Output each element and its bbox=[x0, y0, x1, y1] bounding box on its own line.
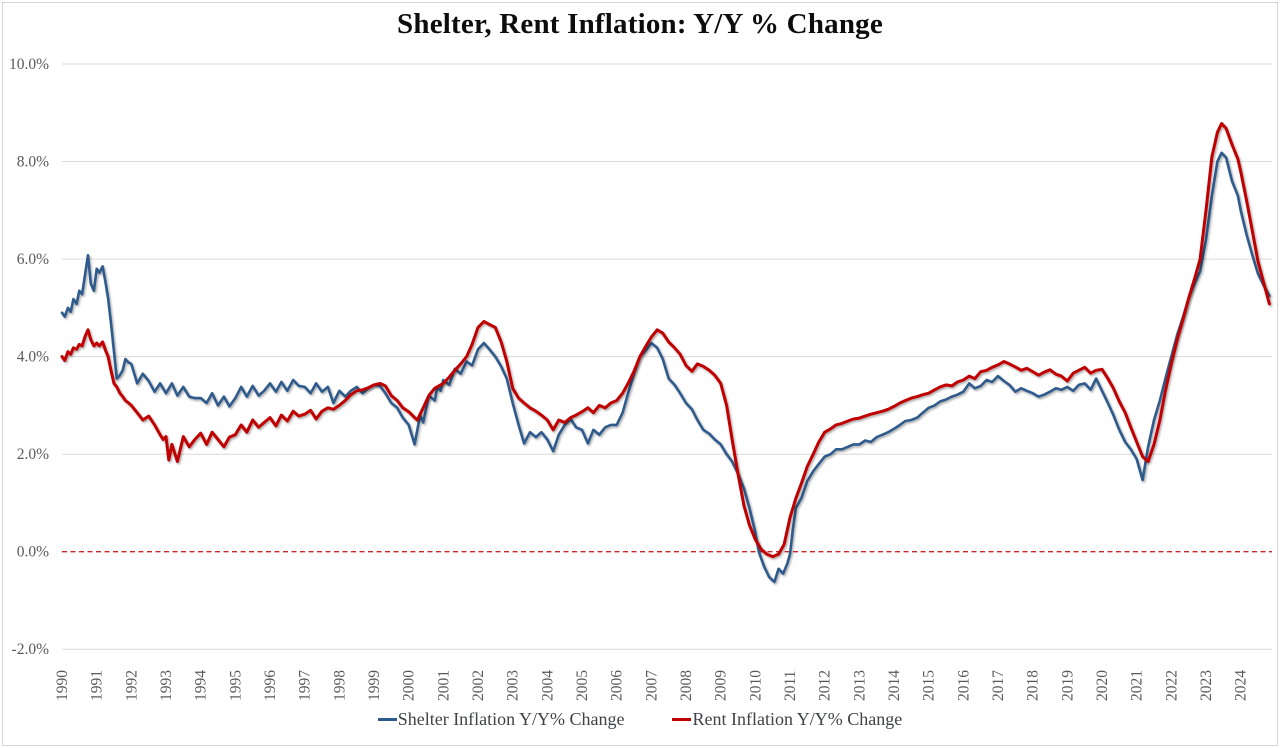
x-tick-label: 2016 bbox=[955, 670, 972, 701]
x-tick-label: 2020 bbox=[1094, 670, 1111, 701]
legend-item-rent: Rent Inflation Y/Y% Change bbox=[672, 709, 902, 730]
x-tick-label: 2021 bbox=[1129, 670, 1146, 701]
legend-label-shelter: Shelter Inflation Y/Y% Change bbox=[397, 709, 625, 729]
y-tick-label: 2.0% bbox=[17, 446, 49, 463]
x-tick-label: 1998 bbox=[331, 670, 348, 701]
legend: Shelter Inflation Y/Y% Change Rent Infla… bbox=[0, 709, 1280, 730]
x-tick-label: 2003 bbox=[505, 670, 522, 701]
x-tick-label: 2019 bbox=[1059, 670, 1076, 701]
y-tick-label: 10.0% bbox=[9, 56, 49, 73]
x-tick-label: 1990 bbox=[54, 670, 71, 701]
y-tick-label: 4.0% bbox=[17, 349, 49, 366]
y-axis-labels: 10.0% 8.0% 6.0% 4.0% 2.0% 0.0% -2.0% bbox=[9, 56, 49, 658]
x-tick-label: 2012 bbox=[817, 670, 834, 701]
x-tick-label: 1993 bbox=[158, 670, 175, 701]
x-tick-label: 2013 bbox=[851, 670, 868, 701]
x-tick-label: 2007 bbox=[643, 670, 660, 701]
shelter-inflation-line bbox=[60, 151, 1271, 584]
x-tick-label: 1996 bbox=[262, 670, 279, 701]
x-tick-label: 2017 bbox=[990, 670, 1007, 701]
x-tick-label: 2011 bbox=[782, 671, 799, 701]
x-tick-label: 1995 bbox=[227, 670, 244, 701]
rent-inflation-line bbox=[60, 122, 1271, 559]
x-tick-label: 2015 bbox=[921, 670, 938, 701]
x-tick-label: 2023 bbox=[1198, 670, 1215, 701]
y-tick-label: 6.0% bbox=[17, 251, 49, 268]
x-tick-label: 2004 bbox=[539, 670, 556, 701]
x-tick-label: 1991 bbox=[89, 670, 106, 701]
x-tick-label: 2024 bbox=[1233, 670, 1250, 701]
x-tick-label: 2008 bbox=[678, 670, 695, 701]
x-tick-label: 2006 bbox=[609, 670, 626, 701]
x-tick-label: 1999 bbox=[366, 670, 383, 701]
chart-title: Shelter, Rent Inflation: Y/Y % Change bbox=[397, 8, 883, 40]
x-axis-labels: 1990 1991 1992 1993 1994 1995 1996 1997 1998 1999… bbox=[54, 670, 1250, 701]
x-tick-label: 1994 bbox=[193, 670, 210, 701]
x-tick-label: 2000 bbox=[401, 670, 418, 701]
x-tick-label: 2010 bbox=[747, 670, 764, 701]
x-tick-label: 2014 bbox=[886, 670, 903, 701]
x-tick-label: 2001 bbox=[435, 670, 452, 701]
x-tick-label: 1992 bbox=[123, 670, 140, 701]
rent-line-swatch bbox=[672, 718, 692, 721]
y-tick-label: 0.0% bbox=[17, 544, 49, 561]
legend-label-rent: Rent Inflation Y/Y% Change bbox=[692, 709, 903, 729]
x-tick-label: 2022 bbox=[1163, 670, 1180, 701]
x-tick-label: 2018 bbox=[1025, 670, 1042, 701]
y-tick-label: -2.0% bbox=[12, 641, 50, 658]
x-tick-label: 2002 bbox=[470, 670, 487, 701]
y-tick-label: 8.0% bbox=[17, 154, 49, 171]
x-tick-label: 1997 bbox=[297, 670, 314, 701]
series-lines bbox=[60, 122, 1271, 584]
gridlines bbox=[62, 63, 1272, 650]
x-tick-label: 2005 bbox=[574, 670, 591, 701]
shelter-line-swatch bbox=[377, 718, 397, 721]
x-tick-label: 2009 bbox=[713, 670, 730, 701]
legend-item-shelter: Shelter Inflation Y/Y% Change bbox=[377, 709, 625, 730]
